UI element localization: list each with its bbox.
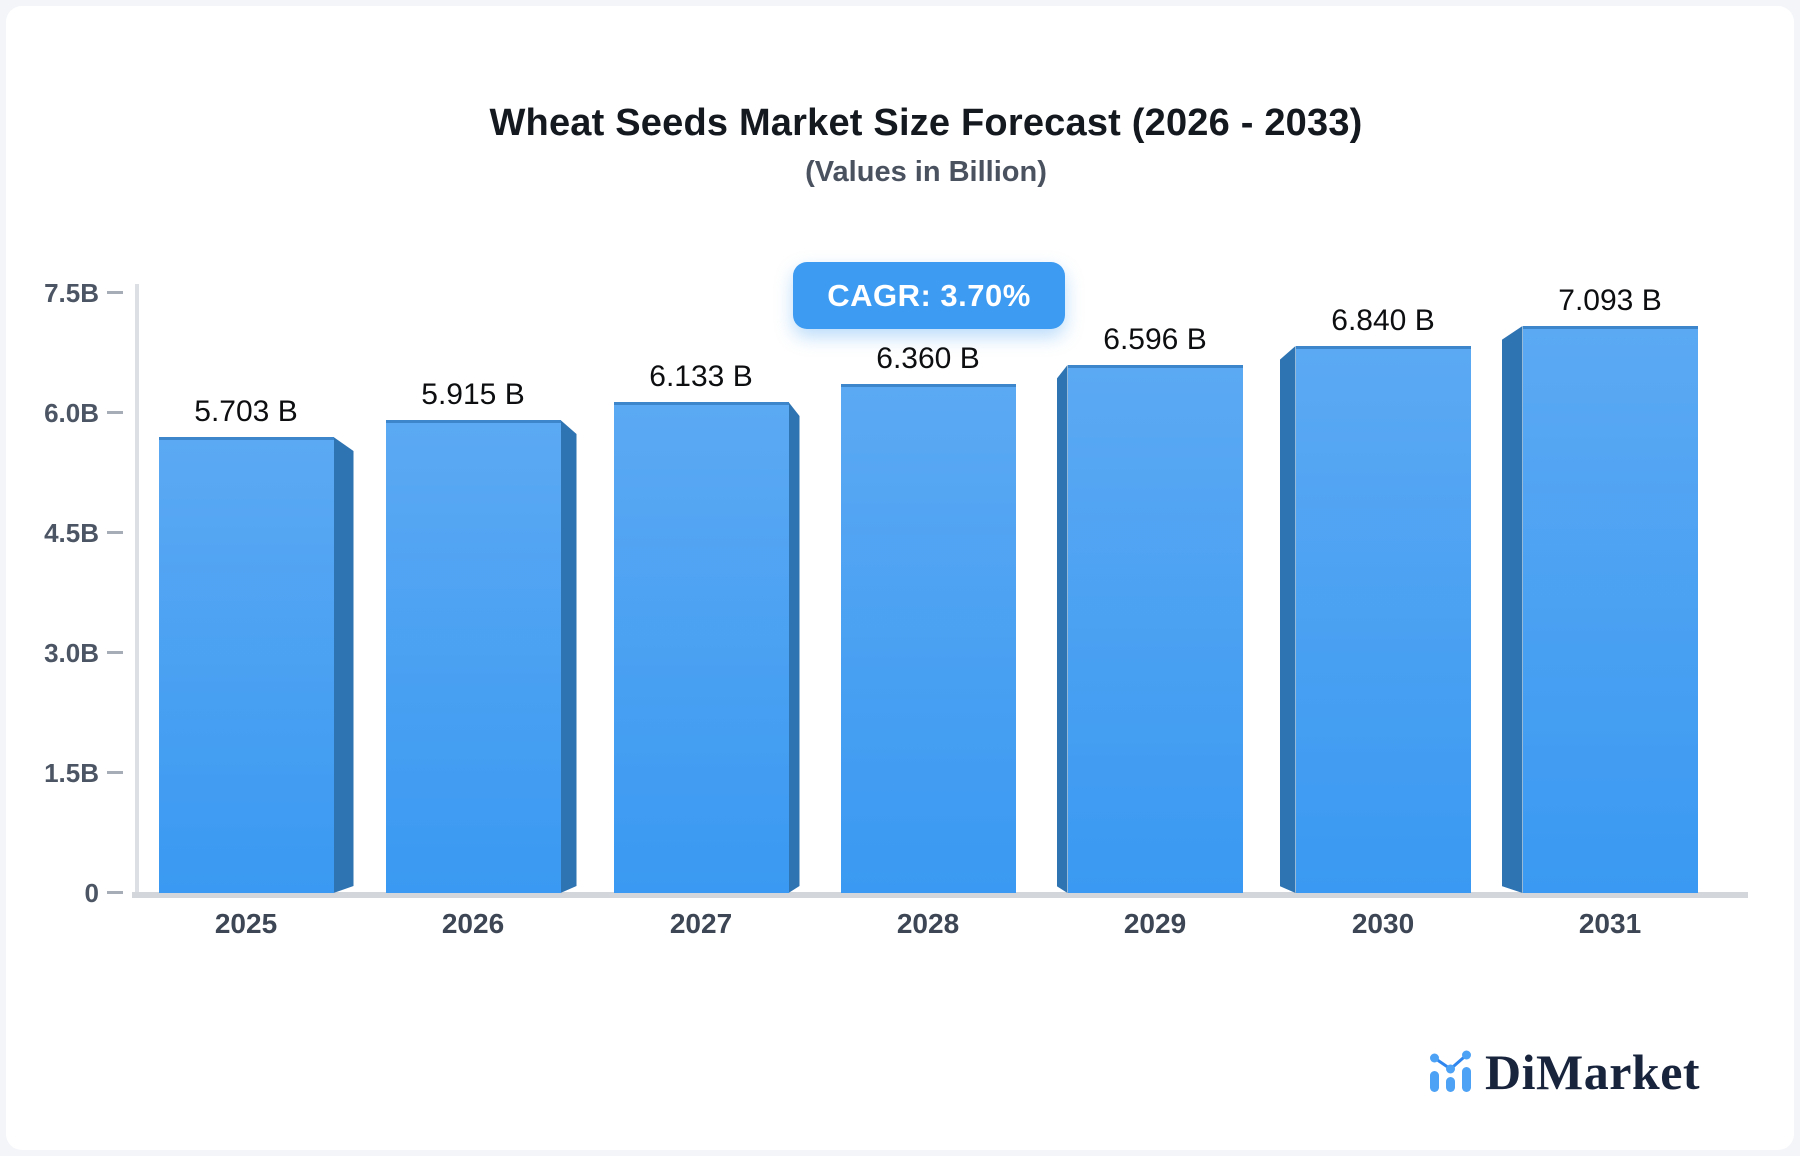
bar-chart-logo-icon <box>1430 1050 1471 1092</box>
bar-value-label-2030: 6.840 B <box>1331 304 1435 337</box>
bar-value-label-2027: 6.133 B <box>649 360 753 393</box>
y-tick-mark <box>107 651 123 654</box>
x-axis-line <box>132 892 1748 898</box>
dimarket-logo-text: DiMarket <box>1485 1044 1701 1100</box>
bar-value-label-2031: 7.093 B <box>1558 284 1662 317</box>
bar-2027 <box>613 402 789 893</box>
x-axis-label-2031: 2031 <box>1578 908 1642 939</box>
bar-side-face-2025 <box>334 437 354 893</box>
bar-2029 <box>1067 365 1243 893</box>
bar-2030 <box>1295 346 1471 893</box>
cagr-badge-label: CAGR: 3.70% <box>827 277 1031 313</box>
bar-side-face-2027 <box>789 402 800 893</box>
bar-side-face-2030 <box>1280 346 1296 893</box>
y-tick-label: 3.0B <box>44 638 99 668</box>
y-tick-mark <box>107 531 123 534</box>
bar-value-label-2029: 6.596 B <box>1103 323 1207 356</box>
bar-side-face-2029 <box>1057 365 1068 893</box>
y-tick-mark <box>107 291 123 294</box>
y-axis-line <box>135 284 139 893</box>
y-tick-label: 1.5B <box>44 758 99 788</box>
y-tick-label: 4.5B <box>44 518 99 548</box>
y-tick-mark <box>107 891 123 894</box>
y-tick-label: 6.0B <box>44 398 99 428</box>
chart-subtitle: (Values in Billion) <box>805 156 1047 188</box>
cagr-badge: CAGR: 3.70% <box>793 262 1065 329</box>
bar-side-face-2026 <box>561 420 577 893</box>
y-tick-label: 0 <box>84 878 99 908</box>
x-axis-label-2027: 2027 <box>669 908 733 939</box>
y-tick-mark <box>107 771 123 774</box>
bar-value-label-2026: 5.915 B <box>421 378 525 411</box>
bar-2026 <box>385 420 561 893</box>
x-axis-label-2028: 2028 <box>896 908 960 939</box>
y-tick-label: 7.5B <box>44 278 99 308</box>
bar-2025 <box>158 437 334 893</box>
x-axis-label-2025: 2025 <box>214 908 278 939</box>
bar-value-label-2028: 6.360 B <box>876 342 980 375</box>
bar-value-label-2025: 5.703 B <box>194 395 298 428</box>
x-axis-label-2029: 2029 <box>1123 908 1187 939</box>
chart-title: Wheat Seeds Market Size Forecast (2026 -… <box>489 102 1363 144</box>
bar-2031 <box>1522 326 1698 893</box>
chart-card: Wheat Seeds Market Size Forecast (2026 -… <box>6 6 1794 1150</box>
dimarket-logo: DiMarket <box>1427 1044 1701 1100</box>
x-axis-label-2026: 2026 <box>441 908 505 939</box>
y-tick-mark <box>107 411 123 414</box>
bar-side-face-2031 <box>1502 326 1523 893</box>
x-axis-label-2030: 2030 <box>1351 908 1415 939</box>
bar-2028 <box>840 384 1016 893</box>
